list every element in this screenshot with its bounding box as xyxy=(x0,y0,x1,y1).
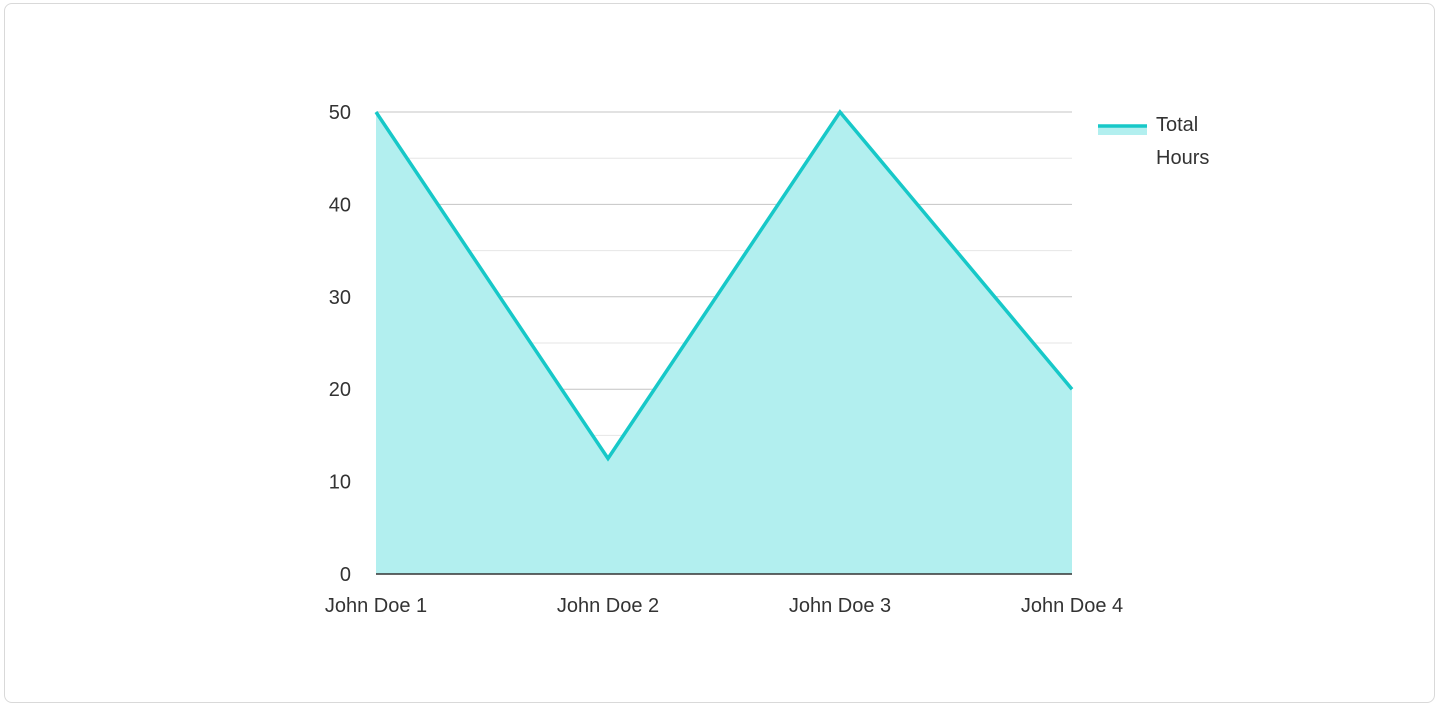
y-tick-label: 20 xyxy=(329,379,351,401)
x-tick-label: John Doe 1 xyxy=(325,595,427,617)
series-area-total-hours xyxy=(376,112,1072,574)
x-tick-label: John Doe 4 xyxy=(1021,595,1123,617)
y-tick-label: 50 xyxy=(329,102,351,124)
x-tick-label: John Doe 3 xyxy=(789,595,891,617)
y-tick-label: 40 xyxy=(329,194,351,216)
x-axis-ticks: John Doe 1 John Doe 2 John Doe 3 John Doe 4 xyxy=(325,595,1123,617)
y-tick-label: 30 xyxy=(329,287,351,309)
legend[interactable]: Total Hours xyxy=(1098,114,1209,169)
legend-label: Total Hours xyxy=(1156,114,1209,169)
y-tick-label: 0 xyxy=(340,564,351,586)
y-axis-ticks: 0 10 20 30 40 50 xyxy=(329,102,351,586)
y-tick-label: 10 xyxy=(329,472,351,494)
legend-label-line-2: Hours xyxy=(1156,147,1209,169)
x-tick-label: John Doe 2 xyxy=(557,595,659,617)
legend-label-line-1: Total xyxy=(1156,114,1198,136)
area-layer xyxy=(376,112,1072,574)
